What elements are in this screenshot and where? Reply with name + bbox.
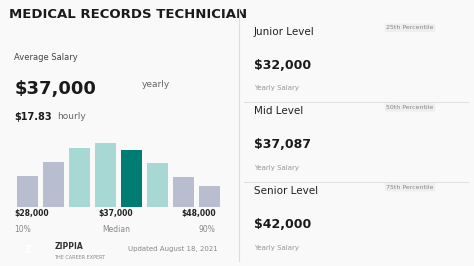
Text: $17.83: $17.83 xyxy=(14,112,52,122)
Bar xyxy=(17,176,37,207)
Text: Yearly Salary: Yearly Salary xyxy=(254,165,299,171)
Text: $48,000: $48,000 xyxy=(181,209,216,218)
Text: ZIPPIA: ZIPPIA xyxy=(55,242,83,251)
Bar xyxy=(199,186,220,207)
Text: Junior Level: Junior Level xyxy=(254,27,314,37)
Bar xyxy=(43,162,64,207)
Bar xyxy=(69,148,90,207)
Text: yearly: yearly xyxy=(142,80,171,89)
Text: MEDICAL RECORDS TECHNICIAN: MEDICAL RECORDS TECHNICIAN xyxy=(9,8,247,21)
Text: $28,000: $28,000 xyxy=(14,209,49,218)
Text: $37,000: $37,000 xyxy=(14,80,96,98)
Text: Senior Level: Senior Level xyxy=(254,186,318,196)
Text: $37,000: $37,000 xyxy=(99,209,134,218)
Text: Average Salary: Average Salary xyxy=(14,53,78,62)
Bar xyxy=(121,151,142,207)
Text: 90%: 90% xyxy=(199,225,216,234)
Text: $32,000: $32,000 xyxy=(254,59,311,72)
Bar xyxy=(147,163,168,207)
Text: Z: Z xyxy=(25,245,32,255)
Bar xyxy=(95,143,116,207)
Text: Updated August 18, 2021: Updated August 18, 2021 xyxy=(128,246,218,252)
Text: Yearly Salary: Yearly Salary xyxy=(254,245,299,251)
Text: 50th Percentile: 50th Percentile xyxy=(386,105,434,110)
Text: Mid Level: Mid Level xyxy=(254,106,303,117)
Text: hourly: hourly xyxy=(57,112,86,121)
Text: 10%: 10% xyxy=(14,225,31,234)
Text: 25th Percentile: 25th Percentile xyxy=(386,25,434,30)
Text: $42,000: $42,000 xyxy=(254,218,311,231)
Text: Yearly Salary: Yearly Salary xyxy=(254,85,299,91)
Text: THE CAREER EXPERT: THE CAREER EXPERT xyxy=(55,255,106,260)
Text: Median: Median xyxy=(102,225,130,234)
Bar xyxy=(173,177,194,207)
Text: $37,087: $37,087 xyxy=(254,138,310,151)
Text: 75th Percentile: 75th Percentile xyxy=(386,185,434,190)
